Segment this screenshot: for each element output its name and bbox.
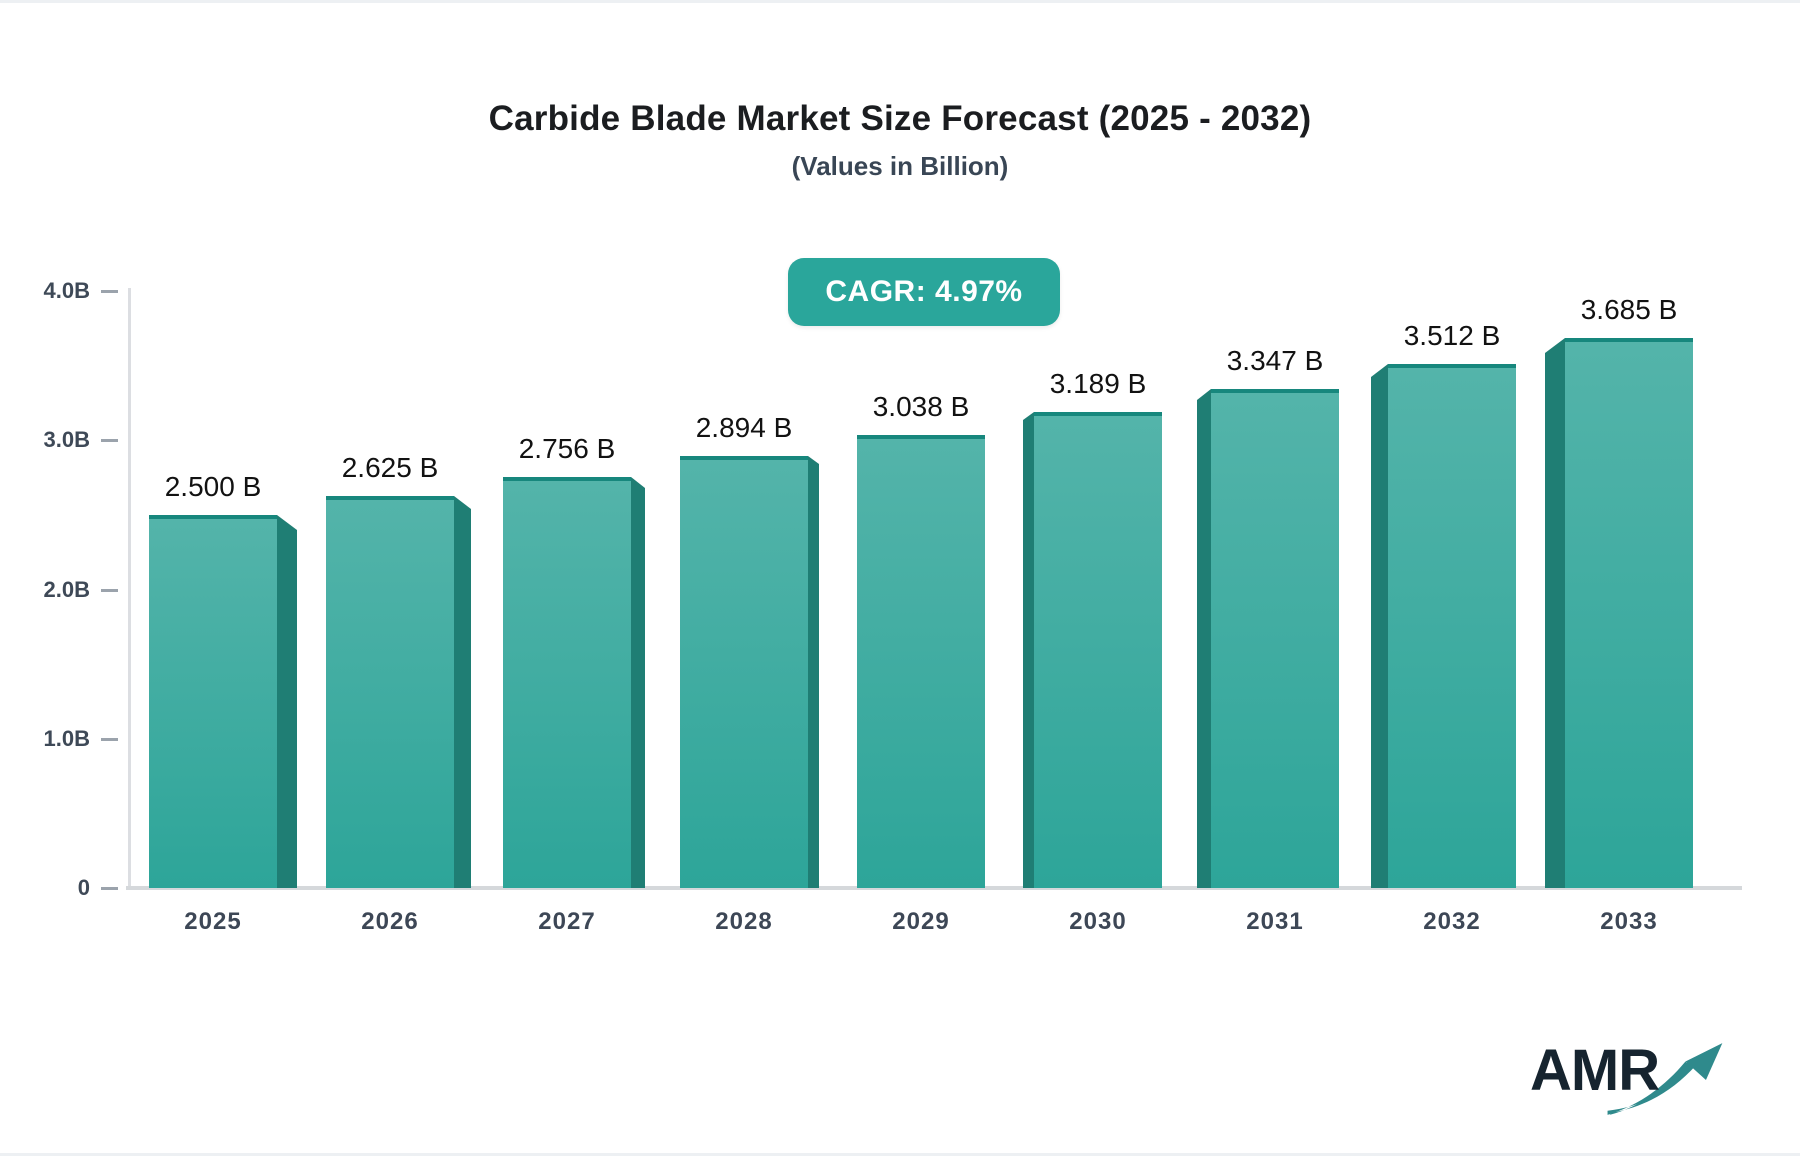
bar-top-edge [149, 515, 277, 519]
x-axis-line [126, 886, 1742, 890]
bar-side-face [454, 496, 471, 888]
y-tick-dash [101, 439, 118, 442]
bar [1034, 412, 1162, 888]
bar-top-edge [857, 435, 985, 439]
bar-side-face [1371, 364, 1388, 888]
chart-subtitle: (Values in Billion) [791, 151, 1009, 181]
y-tick-dash [101, 887, 118, 890]
bar-top-edge [1565, 338, 1693, 342]
y-tick-label: 2.0B [43, 577, 90, 602]
bar [1388, 364, 1516, 888]
growth-arrow-icon [1607, 1043, 1723, 1115]
x-tick-label: 2032 [1423, 908, 1481, 935]
bar-value-label: 3.347 B [1226, 345, 1324, 376]
y-tick-label: 0 [77, 875, 90, 900]
bar-top-edge [680, 456, 808, 460]
y-axis-line [128, 288, 131, 888]
bar-value-label: 3.512 B [1403, 320, 1501, 351]
x-tick-label: 2026 [361, 908, 419, 935]
y-tick-dash [101, 738, 118, 741]
bar-value-label: 2.625 B [341, 452, 439, 483]
bar [149, 515, 277, 888]
bar [680, 456, 808, 888]
bar-top-edge [1034, 412, 1162, 416]
amr-logo: AMR [1520, 1031, 1740, 1121]
bar [1211, 389, 1339, 888]
bar-top-edge [503, 477, 631, 481]
bar-value-label: 2.756 B [518, 433, 616, 464]
y-tick-dash [101, 589, 118, 592]
y-tick-label: 3.0B [43, 427, 90, 452]
bar-top-edge [326, 496, 454, 500]
x-tick-label: 2025 [184, 908, 242, 935]
y-tick-label: 4.0B [43, 278, 90, 303]
bar-side-face [277, 515, 297, 888]
bar-value-label: 3.685 B [1580, 294, 1678, 325]
bar-side-face [1197, 389, 1211, 888]
bar-value-label: 2.500 B [164, 471, 262, 502]
x-tick-label: 2031 [1246, 908, 1304, 935]
y-tick-dash [101, 290, 118, 293]
x-tick-label: 2027 [538, 908, 596, 935]
bar [326, 496, 454, 888]
bar-side-face [808, 456, 819, 888]
bar-top-edge [1388, 364, 1516, 368]
bar [503, 477, 631, 888]
bar-side-face [631, 477, 645, 888]
x-tick-label: 2030 [1069, 908, 1127, 935]
bar-value-label: 3.189 B [1049, 368, 1147, 399]
bar-side-face [1545, 338, 1565, 888]
x-tick-label: 2033 [1600, 908, 1658, 935]
bar-value-label: 3.038 B [872, 391, 970, 422]
cagr-badge: CAGR: 4.97% [788, 258, 1060, 326]
bar-value-label: 2.894 B [695, 412, 793, 443]
y-tick-label: 1.0B [43, 726, 90, 751]
bar [1565, 338, 1693, 888]
x-tick-label: 2029 [892, 908, 950, 935]
amr-logo-text: AMR [1530, 1038, 1660, 1103]
bar [857, 435, 985, 888]
x-tick-label: 2028 [715, 908, 773, 935]
bar-side-face [1023, 412, 1034, 888]
bar-top-edge [1211, 389, 1339, 393]
chart-title: Carbide Blade Market Size Forecast (2025… [488, 99, 1312, 138]
